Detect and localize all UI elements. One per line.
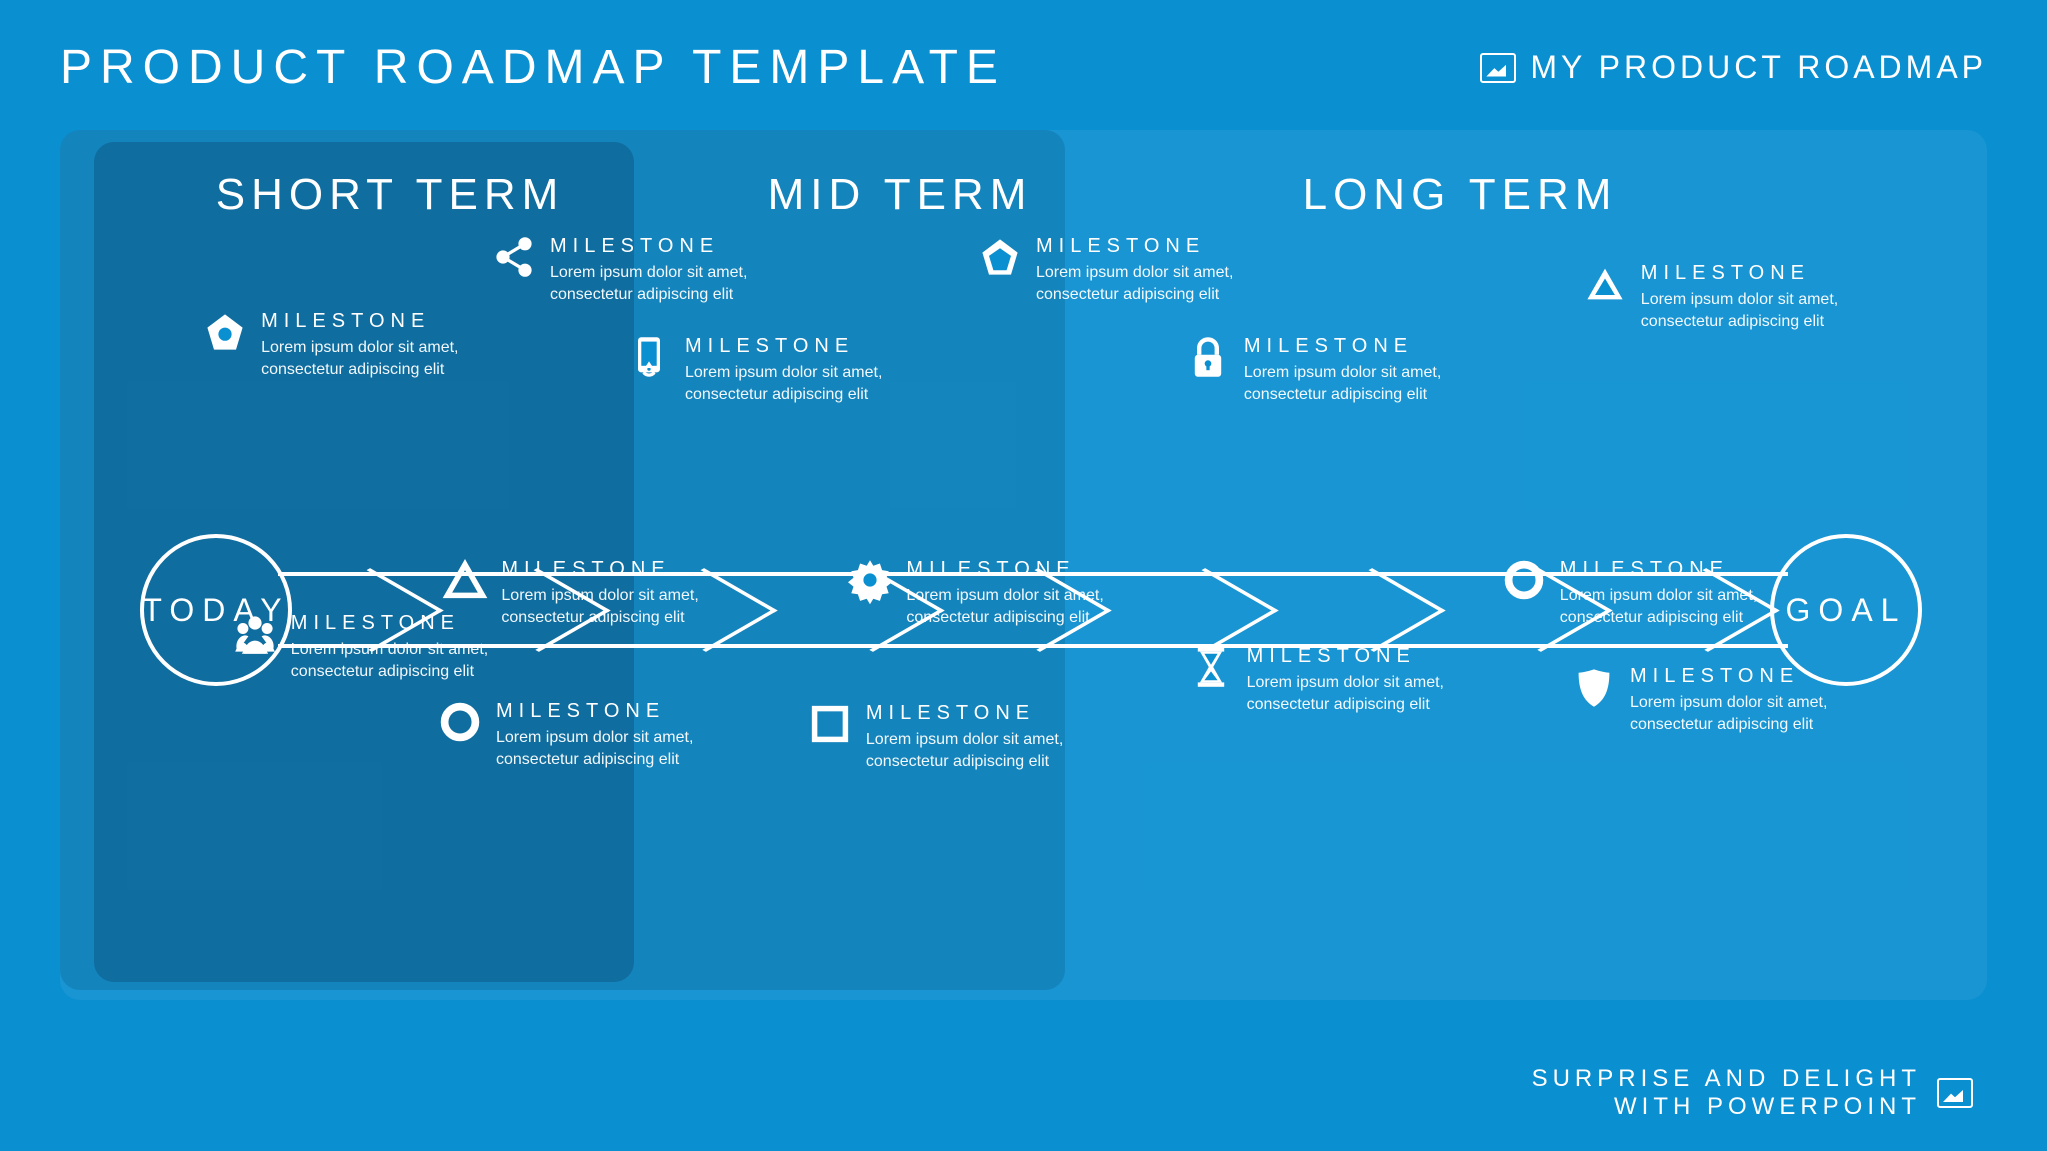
- chevron-icon: [1300, 568, 1445, 652]
- milestone-desc: Lorem ipsum dolor sit amet, consectetur …: [550, 262, 800, 305]
- milestone-label: MILESTONE: [1641, 262, 1891, 285]
- footer: SURPRISE AND DELIGHT WITH POWERPOINT: [1532, 1065, 1987, 1121]
- pentagon-icon: [203, 310, 247, 354]
- milestone-label: MILESTONE: [1630, 665, 1880, 688]
- milestone-label: MILESTONE: [1036, 235, 1286, 258]
- milestone: MILESTONE Lorem ipsum dolor sit amet, con…: [1572, 665, 1880, 735]
- milestone: MILESTONE Lorem ipsum dolor sit amet, con…: [233, 612, 541, 682]
- milestone-label: MILESTONE: [1560, 558, 1810, 581]
- footer-line2: WITH POWERPOINT: [1532, 1093, 1921, 1121]
- brand-icon: [1480, 53, 1516, 83]
- milestone: MILESTONE Lorem ipsum dolor sit amet, con…: [627, 335, 935, 405]
- header: PRODUCT ROADMAP TEMPLATE MY PRODUCT ROAD…: [0, 0, 2047, 115]
- triangle-up-icon: [1583, 262, 1627, 306]
- milestone-desc: Lorem ipsum dolor sit amet, consectetur …: [1244, 362, 1494, 405]
- milestone: MILESTONE Lorem ipsum dolor sit amet, con…: [203, 310, 511, 380]
- milestone-desc: Lorem ipsum dolor sit amet, consectetur …: [1641, 289, 1891, 332]
- shield-icon: [1572, 665, 1616, 709]
- square-icon: [808, 702, 852, 746]
- milestone-desc: Lorem ipsum dolor sit amet, consectetur …: [1036, 262, 1286, 305]
- brand-label: MY PRODUCT ROADMAP: [1530, 49, 1987, 86]
- milestone-label: MILESTONE: [1247, 645, 1497, 668]
- milestone-desc: Lorem ipsum dolor sit amet, consectetur …: [291, 639, 541, 682]
- milestone-label: MILESTONE: [550, 235, 800, 258]
- milestone-label: MILESTONE: [685, 335, 935, 358]
- milestone: MILESTONE Lorem ipsum dolor sit amet, con…: [492, 235, 800, 305]
- milestone-label: MILESTONE: [501, 558, 751, 581]
- milestone-desc: Lorem ipsum dolor sit amet, consectetur …: [1630, 692, 1880, 735]
- milestone-desc: Lorem ipsum dolor sit amet, consectetur …: [866, 729, 1116, 772]
- milestone-label: MILESTONE: [261, 310, 511, 333]
- phase-long: LONG TERM: [1260, 170, 1660, 220]
- outer-panel: SHORT TERM MID TERM LONG TERM TODAY GOAL…: [60, 130, 1987, 1000]
- milestone-label: MILESTONE: [1244, 335, 1494, 358]
- phone-icon: [627, 335, 671, 379]
- footer-icon: [1937, 1078, 1973, 1108]
- footer-line1: SURPRISE AND DELIGHT: [1532, 1065, 1921, 1093]
- milestone: MILESTONE Lorem ipsum dolor sit amet, con…: [1186, 335, 1494, 405]
- triangle-icon: [443, 558, 487, 602]
- phase-mid: MID TERM: [700, 170, 1100, 220]
- ring2-icon: [1502, 558, 1546, 602]
- milestone: MILESTONE Lorem ipsum dolor sit amet, con…: [848, 558, 1156, 628]
- lock-icon: [1186, 335, 1230, 379]
- share-icon: [492, 235, 536, 279]
- milestone-desc: Lorem ipsum dolor sit amet, consectetur …: [906, 585, 1156, 628]
- milestone-desc: Lorem ipsum dolor sit amet, consectetur …: [496, 727, 746, 770]
- milestone-label: MILESTONE: [496, 700, 746, 723]
- milestone-desc: Lorem ipsum dolor sit amet, consectetur …: [1560, 585, 1810, 628]
- hourglass-icon: [1189, 645, 1233, 689]
- footer-text: SURPRISE AND DELIGHT WITH POWERPOINT: [1532, 1065, 1921, 1121]
- milestone-desc: Lorem ipsum dolor sit amet, consectetur …: [1247, 672, 1497, 715]
- ring-icon: [438, 700, 482, 744]
- users-icon: [233, 612, 277, 656]
- milestone: MILESTONE Lorem ipsum dolor sit amet, con…: [1189, 645, 1497, 715]
- milestone: MILESTONE Lorem ipsum dolor sit amet, con…: [978, 235, 1286, 305]
- milestone: MILESTONE Lorem ipsum dolor sit amet, con…: [438, 700, 746, 770]
- milestone-label: MILESTONE: [866, 702, 1116, 725]
- pentagon2-icon: [978, 235, 1022, 279]
- gear-icon: [848, 558, 892, 602]
- brand: MY PRODUCT ROADMAP: [1480, 49, 1987, 86]
- milestone-desc: Lorem ipsum dolor sit amet, consectetur …: [685, 362, 935, 405]
- page-title: PRODUCT ROADMAP TEMPLATE: [60, 40, 1006, 95]
- milestone-label: MILESTONE: [291, 612, 541, 635]
- milestone: MILESTONE Lorem ipsum dolor sit amet, con…: [1502, 558, 1810, 628]
- milestone: MILESTONE Lorem ipsum dolor sit amet, con…: [1583, 262, 1891, 332]
- milestone: MILESTONE Lorem ipsum dolor sit amet, con…: [808, 702, 1116, 772]
- phase-short: SHORT TERM: [190, 170, 590, 220]
- milestone-label: MILESTONE: [906, 558, 1156, 581]
- milestone-desc: Lorem ipsum dolor sit amet, consectetur …: [261, 337, 511, 380]
